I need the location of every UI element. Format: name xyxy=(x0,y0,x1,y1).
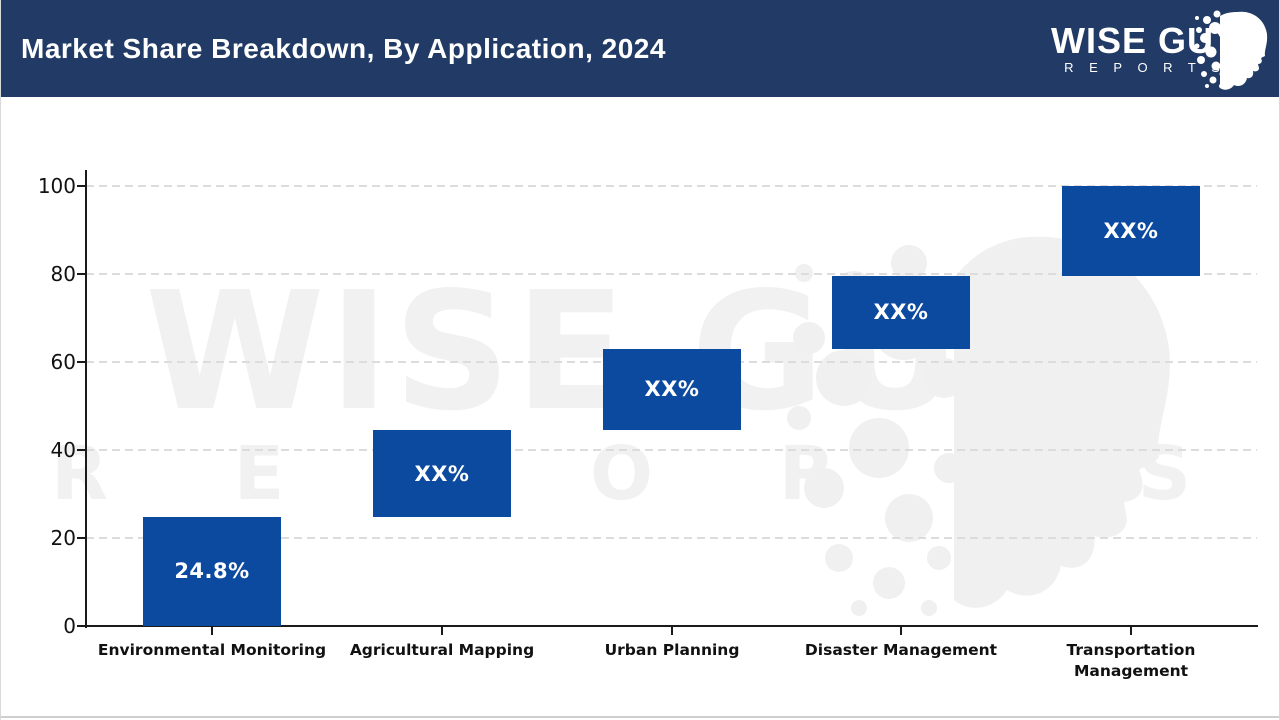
y-tick-label: 0 xyxy=(63,614,76,638)
x-tick-mark xyxy=(211,627,213,635)
header-band: Market Share Breakdown, By Application, … xyxy=(1,0,1279,97)
y-tick-label: 20 xyxy=(50,526,76,550)
gridline xyxy=(86,537,1257,539)
x-tick-mark xyxy=(441,627,443,635)
waterfall-chart: 0 20 40 60 80 100 24.8% Environmental Monitorin… xyxy=(1,97,1279,717)
y-axis-line xyxy=(85,170,87,628)
y-tick-mark xyxy=(77,537,85,539)
y-tick-label: 40 xyxy=(50,438,76,462)
bar-value-label: XX% xyxy=(873,300,929,325)
y-tick-mark xyxy=(77,273,85,275)
page-title: Market Share Breakdown, By Application, … xyxy=(21,32,666,64)
y-tick-mark xyxy=(77,185,85,187)
gridline xyxy=(86,449,1257,451)
category-label: Disaster Management xyxy=(804,641,998,659)
bar-value-label: XX% xyxy=(414,461,470,486)
bottom-border-line xyxy=(1,716,1279,718)
x-axis-line xyxy=(85,625,1258,627)
bar-segment: XX% xyxy=(603,348,741,431)
y-tick-label: 100 xyxy=(37,174,76,198)
x-tick-mark xyxy=(1130,627,1132,635)
bar-value-label: XX% xyxy=(644,377,700,402)
bar-value-label: 24.8% xyxy=(174,559,250,584)
bar-value-label: XX% xyxy=(1103,219,1159,244)
category-label: Agricultural Mapping xyxy=(349,641,535,659)
dotted-head-icon xyxy=(1194,10,1268,90)
y-tick-mark xyxy=(77,361,85,363)
category-label: Transportation Management xyxy=(1066,641,1196,680)
bar-segment: 24.8% xyxy=(143,516,281,626)
gridline xyxy=(86,185,1257,187)
bar-segment: XX% xyxy=(832,276,970,349)
logo-subtitle: R E P O R T S xyxy=(1064,60,1226,75)
wise-guy-reports-logo: WISE GUY R E P O R T S xyxy=(1023,6,1268,92)
y-tick-mark xyxy=(77,449,85,451)
x-tick-mark xyxy=(900,627,902,635)
category-label: Environmental Monitoring xyxy=(97,641,327,659)
x-tick-mark xyxy=(671,627,673,635)
y-tick-label: 80 xyxy=(50,262,76,286)
bar-segment: XX% xyxy=(1062,186,1200,277)
category-label: Urban Planning xyxy=(604,641,740,659)
gridline xyxy=(86,273,1257,275)
bar-segment: XX% xyxy=(373,430,511,517)
y-tick-mark xyxy=(77,625,85,627)
y-tick-label: 60 xyxy=(50,350,76,374)
